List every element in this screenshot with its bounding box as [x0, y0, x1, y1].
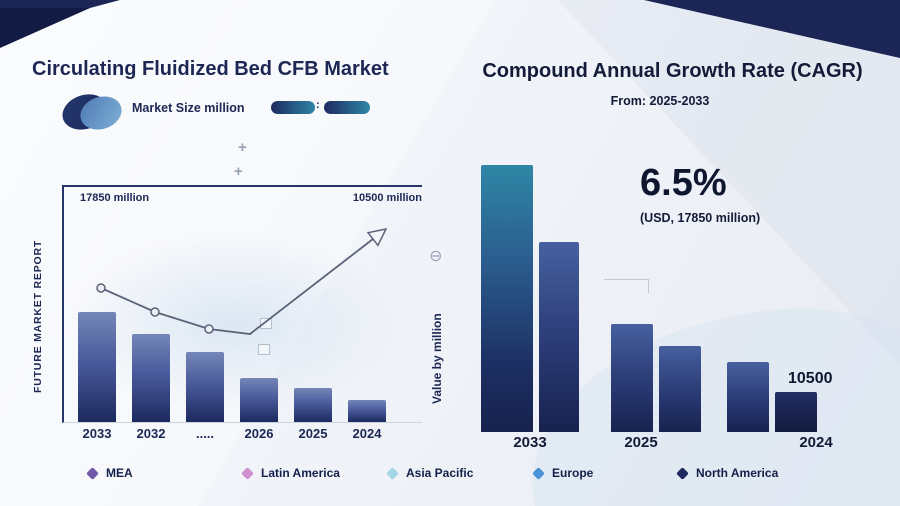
legend-item: North America	[676, 466, 779, 480]
region-legend: MEA Latin America Asia Pacific Europe North …	[0, 466, 900, 490]
cagr-title: Compound Annual Growth Rate (CAGR)	[482, 60, 863, 82]
trend-arrow	[96, 227, 388, 335]
x-axis-label: .....	[195, 426, 215, 441]
cagr-range-label: From: 2025-2033	[610, 94, 710, 108]
gradient-pill	[271, 101, 315, 114]
cagr-bar	[611, 324, 653, 432]
bar-group	[727, 362, 817, 432]
market-size-bar	[186, 352, 224, 422]
market-size-bar	[78, 312, 116, 422]
market-size-label: Market Size million	[132, 101, 245, 115]
cagr-bar	[481, 165, 533, 432]
legend-item: MEA	[86, 466, 133, 480]
x-axis-label: 2025	[298, 426, 328, 441]
legend-label: North America	[696, 466, 779, 480]
x-axis-label: 2025	[624, 434, 658, 451]
x-axis-label: 2024	[352, 426, 382, 441]
square-icon	[258, 344, 270, 355]
value-2024-label: 10500	[788, 370, 833, 387]
legend-label: Latin America	[261, 466, 340, 480]
cagr-value: 6.5%	[640, 162, 727, 204]
legend-diamond-icon	[241, 466, 254, 480]
pill-separator: :	[316, 99, 320, 111]
legend-label: MEA	[106, 466, 133, 480]
end-value-label: 10500 million	[352, 192, 422, 204]
cagr-subtext: (USD, 17850 million)	[640, 211, 761, 225]
corner-accent-top-left-inner	[0, 8, 90, 48]
value-axis-label: Value by million	[430, 313, 444, 405]
circle-minus-icon: ⊖	[429, 248, 443, 265]
cagr-bar	[539, 242, 579, 432]
market-size-icon	[57, 88, 126, 136]
legend-item: Europe	[532, 466, 594, 480]
market-size-bar	[294, 388, 332, 422]
cagr-bar	[727, 362, 769, 432]
market-size-bars	[78, 187, 386, 422]
legend-diamond-icon	[676, 466, 689, 480]
future-market-report-label: FUTURE MARKET REPORT	[32, 239, 44, 393]
plus-icon: +	[238, 139, 247, 156]
corner-accent-top-right	[644, 0, 900, 58]
cagr-bar	[659, 346, 701, 432]
x-axis-label: 2033	[82, 426, 112, 441]
legend-diamond-icon	[386, 466, 399, 480]
market-size-chart: 17850 million 10500 million	[62, 185, 422, 423]
x-axis-label: 2024	[799, 434, 833, 451]
legend-diamond-icon	[532, 466, 545, 480]
plus-icon: +	[234, 163, 243, 180]
start-value-label: 17850 million	[80, 192, 150, 204]
x-axis-label: 2032	[136, 426, 166, 441]
market-size-bar	[132, 334, 170, 422]
legend-diamond-icon	[86, 466, 99, 480]
background-blob	[58, 228, 413, 420]
bar-group	[611, 324, 701, 432]
market-size-bar	[240, 378, 278, 422]
gradient-pill	[324, 101, 370, 114]
x-axis-label: 2033	[513, 434, 547, 451]
cagr-chart	[481, 160, 817, 432]
market-size-x-axis: 2033 2032..... 2026 2025 2024	[78, 426, 386, 441]
cagr-bar	[775, 392, 817, 432]
legend-label: Europe	[552, 466, 594, 480]
legend-item: Latin America	[241, 466, 340, 480]
page-title: Circulating Fluidized Bed CFB Market	[32, 58, 389, 80]
market-size-bar	[348, 400, 386, 422]
legend-label: Asia Pacific	[406, 466, 474, 480]
square-icon	[260, 318, 272, 329]
legend-item: Asia Pacific	[386, 466, 474, 480]
bar-group	[481, 165, 579, 432]
x-axis-label: 2026	[244, 426, 274, 441]
step-decoration	[604, 279, 649, 293]
